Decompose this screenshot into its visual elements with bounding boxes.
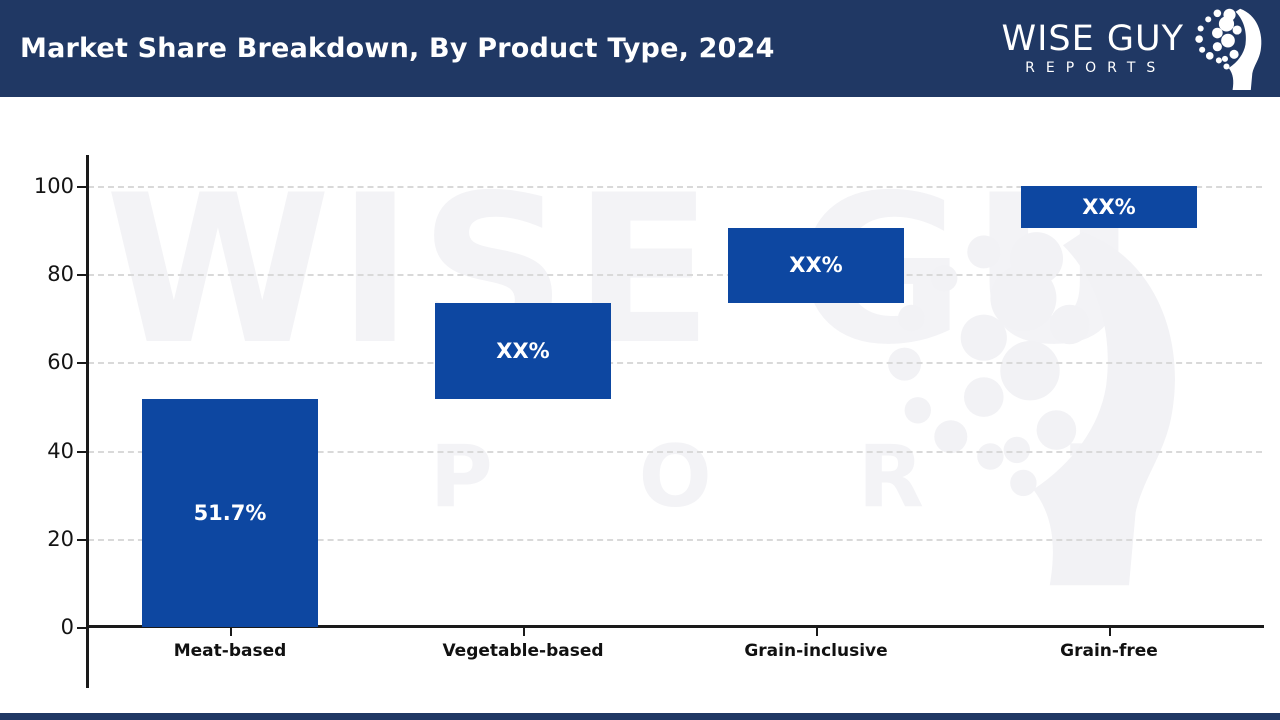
y-tick-label-20: 20 xyxy=(47,526,74,551)
y-tick-mark xyxy=(77,274,86,277)
x-axis-spine xyxy=(86,625,1264,628)
y-tick-mark xyxy=(77,362,86,365)
watermark-text-bottom: E P O R T S xyxy=(225,427,1280,527)
x-tick-mark xyxy=(523,628,525,636)
y-tick-label-40: 40 xyxy=(47,438,74,463)
y-tick-label-0: 0 xyxy=(60,615,74,639)
gridline-100 xyxy=(88,186,1262,188)
gridline-80 xyxy=(88,274,1262,277)
y-tick-mark xyxy=(77,627,86,629)
bar-vegetable-based: XX% xyxy=(435,302,611,399)
bar-grain-inclusive: XX% xyxy=(728,227,904,303)
bar-value-label: XX% xyxy=(496,338,550,363)
market-share-chart: WISE GU E P O R T S 0 20 40 60 80 100 51.7% XX… xyxy=(0,97,1280,713)
gridline-20 xyxy=(88,538,1262,541)
x-category-label-meat-based: Meat-based xyxy=(173,641,287,661)
logo-brand-subtitle: REPORTS xyxy=(1025,60,1167,76)
y-tick-mark xyxy=(77,450,86,453)
x-category-label-grain-inclusive: Grain-inclusive xyxy=(744,641,888,661)
bar-grain-free: XX% xyxy=(1021,186,1197,228)
y-tick-label-100: 100 xyxy=(33,174,74,198)
bar-meat-based: 51.7% xyxy=(142,399,318,627)
bar-value-label: XX% xyxy=(1082,194,1136,219)
x-category-label-vegetable-based: Vegetable-based xyxy=(442,641,604,661)
y-axis-spine xyxy=(86,155,89,688)
wiseguy-face-icon xyxy=(1195,8,1262,90)
logo-brand-name: WISE GUY xyxy=(1001,19,1184,59)
x-tick-mark xyxy=(816,628,818,636)
gridline-40 xyxy=(88,450,1262,453)
x-tick-mark xyxy=(1109,628,1111,636)
y-tick-label-60: 60 xyxy=(47,350,74,375)
gridline-60 xyxy=(88,362,1262,365)
header-bar: Market Share Breakdown, By Product Type,… xyxy=(0,0,1280,97)
x-tick-mark xyxy=(230,628,232,636)
wiseguy-logo: WISE GUY REPORTS xyxy=(1001,7,1266,91)
x-category-label-grain-free: Grain-free xyxy=(1060,641,1158,661)
page-title: Market Share Breakdown, By Product Type,… xyxy=(20,33,775,64)
y-tick-mark xyxy=(77,186,86,188)
y-tick-mark xyxy=(77,538,86,541)
logo-text: WISE GUY REPORTS xyxy=(1001,19,1184,76)
bar-value-label: XX% xyxy=(789,253,843,278)
footer-bar xyxy=(0,713,1280,720)
bar-value-label: 51.7% xyxy=(193,500,267,525)
y-tick-label-80: 80 xyxy=(47,262,74,287)
